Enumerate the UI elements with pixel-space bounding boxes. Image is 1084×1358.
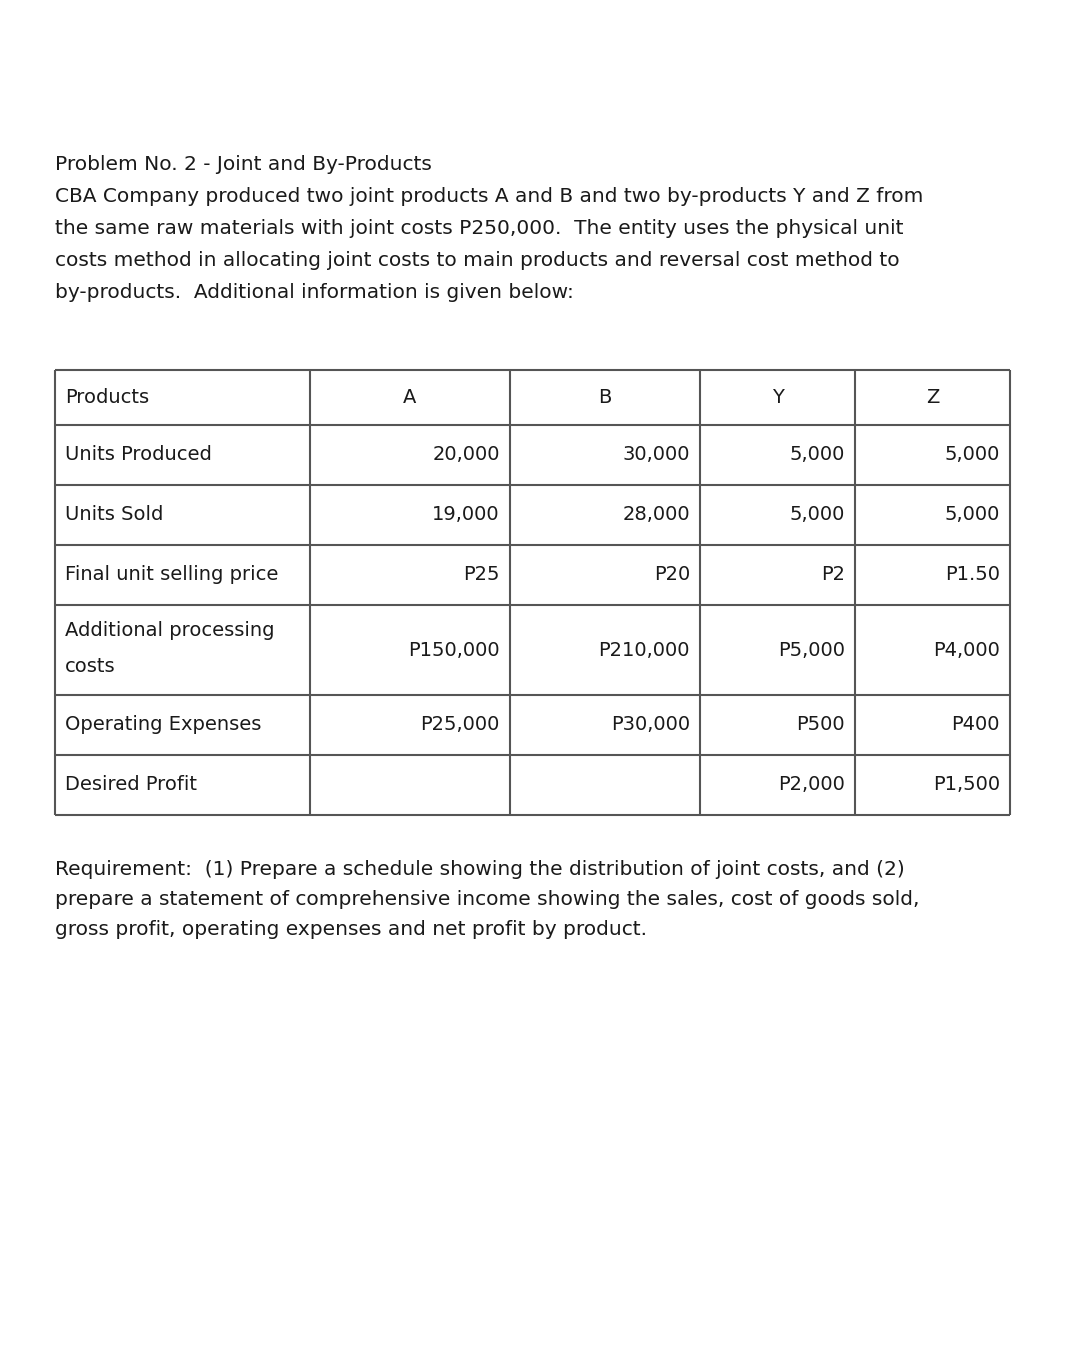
Text: 19,000: 19,000 (433, 505, 500, 524)
Text: Requirement:  (1) Prepare a schedule showing the distribution of joint costs, an: Requirement: (1) Prepare a schedule show… (55, 860, 905, 879)
Text: the same raw materials with joint costs P250,000.  The entity uses the physical : the same raw materials with joint costs … (55, 219, 903, 238)
Text: 30,000: 30,000 (622, 445, 691, 464)
Text: gross profit, operating expenses and net profit by product.: gross profit, operating expenses and net… (55, 919, 647, 938)
Text: Final unit selling price: Final unit selling price (65, 565, 279, 584)
Text: costs: costs (65, 657, 116, 676)
Text: 5,000: 5,000 (789, 505, 846, 524)
Text: 28,000: 28,000 (622, 505, 691, 524)
Text: 5,000: 5,000 (944, 445, 1001, 464)
Text: Units Produced: Units Produced (65, 445, 211, 464)
Text: P1,500: P1,500 (933, 775, 1001, 794)
Text: 5,000: 5,000 (789, 445, 846, 464)
Text: costs method in allocating joint costs to main products and reversal cost method: costs method in allocating joint costs t… (55, 251, 900, 270)
Text: P30,000: P30,000 (611, 716, 691, 735)
Text: P2,000: P2,000 (778, 775, 846, 794)
Text: B: B (598, 388, 611, 407)
Text: P150,000: P150,000 (409, 641, 500, 660)
Text: P20: P20 (654, 565, 691, 584)
Text: Y: Y (772, 388, 784, 407)
Text: 20,000: 20,000 (433, 445, 500, 464)
Text: 5,000: 5,000 (944, 505, 1001, 524)
Text: Operating Expenses: Operating Expenses (65, 716, 261, 735)
Text: P25,000: P25,000 (421, 716, 500, 735)
Text: P2: P2 (821, 565, 846, 584)
Text: Problem No. 2 - Joint and By-Products: Problem No. 2 - Joint and By-Products (55, 155, 431, 174)
Text: Units Sold: Units Sold (65, 505, 164, 524)
Text: P1.50: P1.50 (945, 565, 1001, 584)
Text: A: A (403, 388, 416, 407)
Text: P4,000: P4,000 (933, 641, 1001, 660)
Text: Desired Profit: Desired Profit (65, 775, 197, 794)
Text: CBA Company produced two joint products A and B and two by-products Y and Z from: CBA Company produced two joint products … (55, 187, 924, 206)
Text: Additional processing: Additional processing (65, 621, 274, 640)
Text: prepare a statement of comprehensive income showing the sales, cost of goods sol: prepare a statement of comprehensive inc… (55, 889, 919, 909)
Text: by-products.  Additional information is given below:: by-products. Additional information is g… (55, 282, 573, 301)
Text: P25: P25 (464, 565, 500, 584)
Text: Z: Z (926, 388, 939, 407)
Text: P5,000: P5,000 (778, 641, 846, 660)
Text: P210,000: P210,000 (598, 641, 691, 660)
Text: Products: Products (65, 388, 150, 407)
Text: P400: P400 (952, 716, 1001, 735)
Text: P500: P500 (797, 716, 846, 735)
